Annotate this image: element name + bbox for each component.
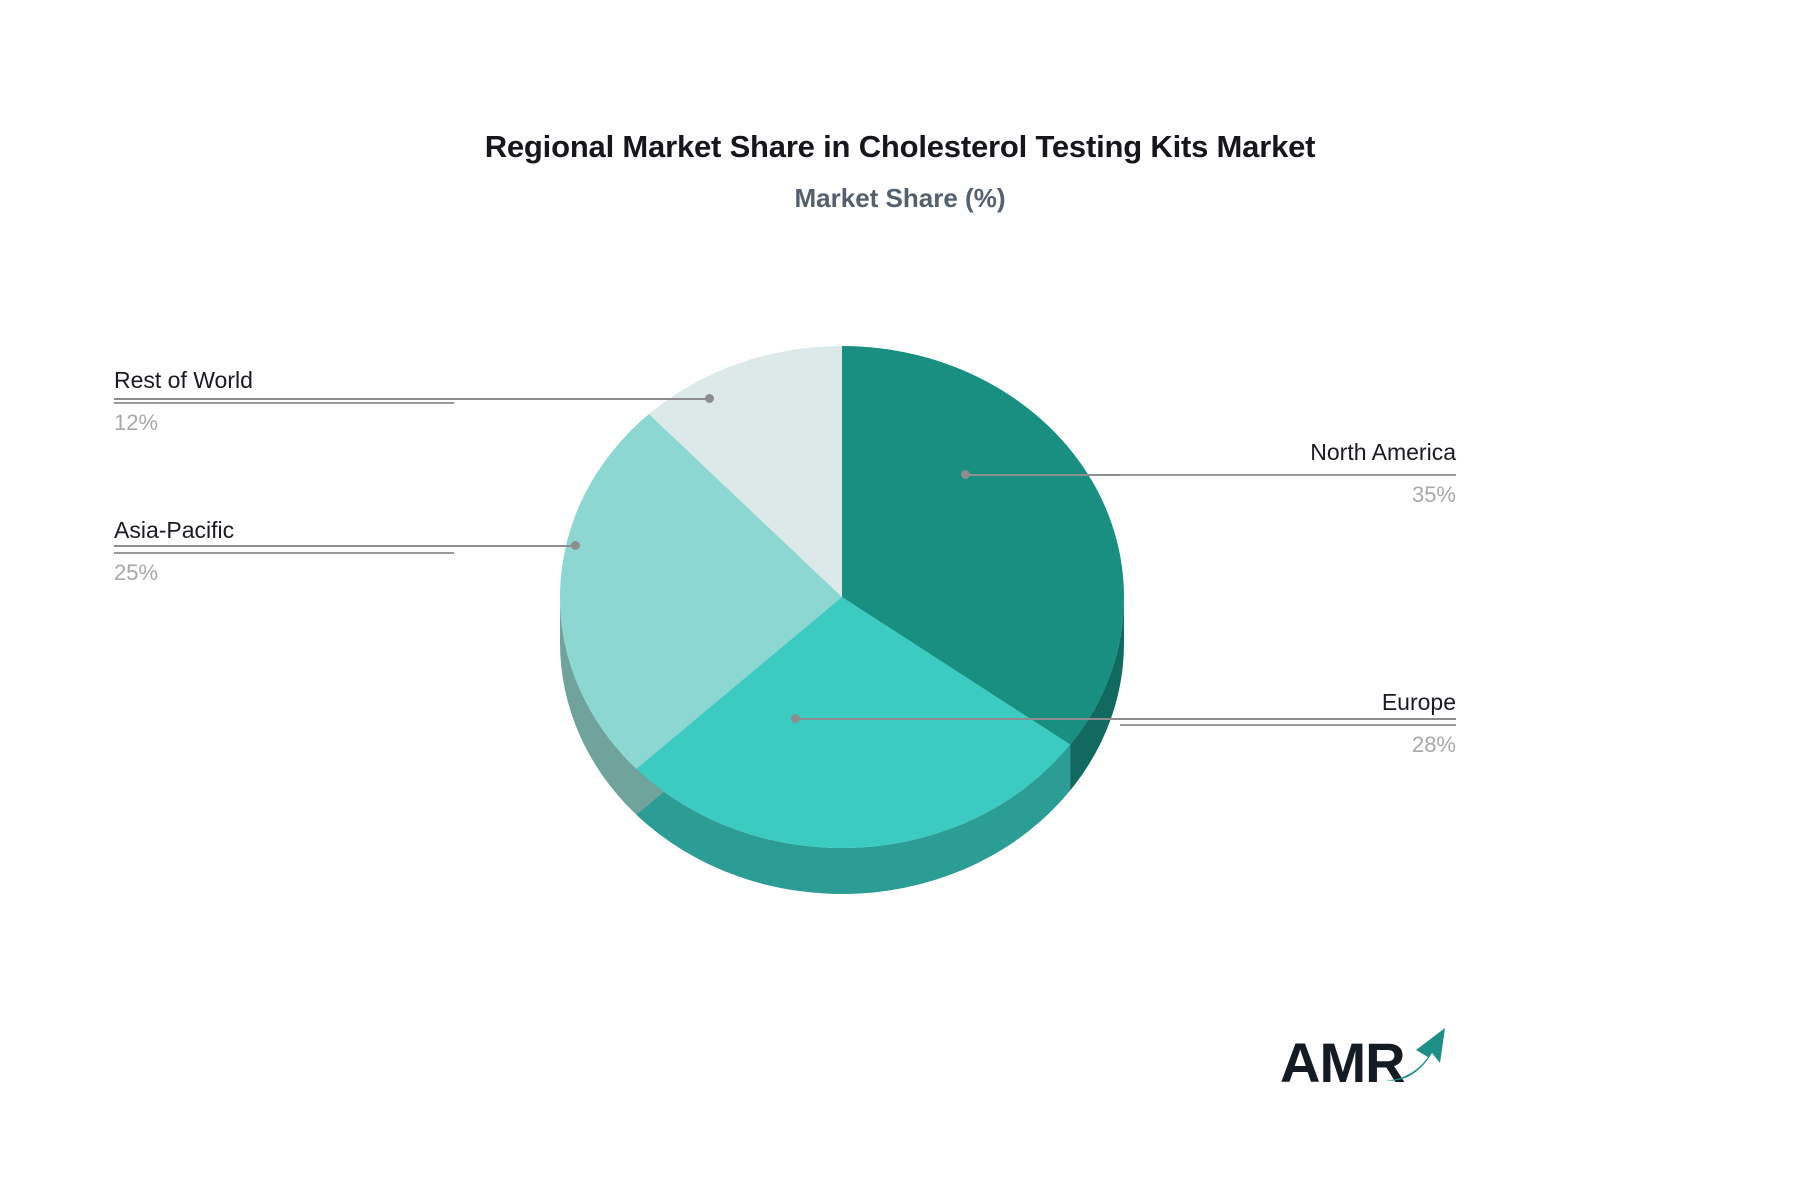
leader-dot-asia-pacific xyxy=(571,541,580,550)
callout-label-north-america: North America xyxy=(1310,439,1456,465)
pie-chart xyxy=(560,345,1160,905)
amr-logo-text: AMR xyxy=(1280,1031,1406,1094)
pie-slice-asia-pacific[interactable] xyxy=(560,414,842,769)
leader-dot-north-america xyxy=(961,470,970,479)
pie-slice-europe[interactable] xyxy=(636,597,1071,848)
callout-rest-of-world: Rest of World 12% xyxy=(114,366,454,436)
title-block: Regional Market Share in Cholesterol Tes… xyxy=(0,128,1800,214)
pie-slice-north-america[interactable] xyxy=(842,346,1124,745)
growth-arrow-icon xyxy=(1385,1028,1445,1081)
callout-rule-asia-pacific xyxy=(114,551,454,554)
leader-dot-europe xyxy=(791,714,800,723)
leader-dot-rest-of-world xyxy=(705,394,714,403)
chart-title: Regional Market Share in Cholesterol Tes… xyxy=(484,129,1316,164)
callout-value-asia-pacific: 25% xyxy=(114,559,159,585)
callout-rule-north-america xyxy=(1120,473,1456,476)
chart-subtitle: Market Share (%) xyxy=(794,183,1006,214)
leader-line-europe xyxy=(796,718,1456,720)
amr-logo: AMR xyxy=(1280,1028,1445,1105)
callout-asia-pacific: Asia-Pacific 25% xyxy=(114,516,454,586)
callout-europe: Europe 28% xyxy=(1120,688,1456,758)
pie-slice-rest-of-world[interactable] xyxy=(648,346,842,597)
callout-north-america: North America 35% xyxy=(1120,438,1456,508)
callout-rule-europe xyxy=(1120,723,1456,726)
callout-label-europe: Europe xyxy=(1381,689,1456,715)
callout-label-asia-pacific: Asia-Pacific xyxy=(114,517,235,543)
callout-value-europe: 28% xyxy=(1411,731,1456,757)
callout-rule-rest-of-world xyxy=(114,401,454,404)
pie-chart-svg xyxy=(560,346,1124,894)
callout-label-rest-of-world: Rest of World xyxy=(114,367,253,393)
leader-line-asia-pacific xyxy=(114,545,576,547)
leader-line-rest-of-world xyxy=(114,398,710,400)
callout-value-north-america: 35% xyxy=(1411,481,1456,507)
callout-value-rest-of-world: 12% xyxy=(114,409,159,435)
